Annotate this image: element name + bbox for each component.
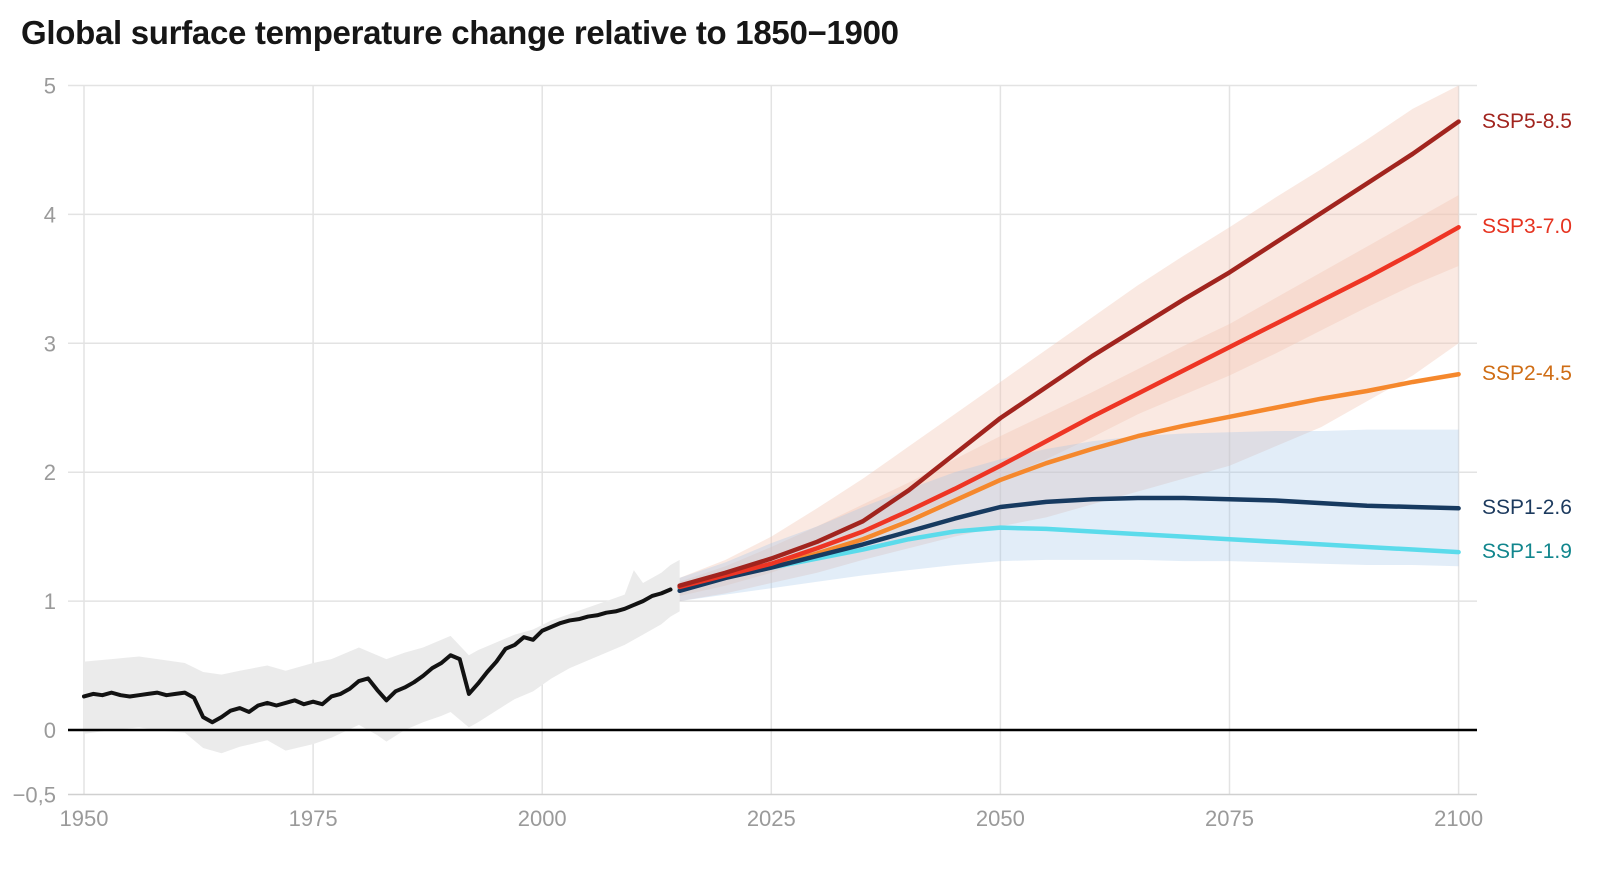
historical-line xyxy=(82,587,673,725)
scenario-line-ssp3-7.0 xyxy=(677,225,1461,590)
projection-band-ssp3-70-range xyxy=(679,195,1459,602)
legend-label-ssp3-7.0: SSP3-7.0 xyxy=(1482,215,1572,239)
scenario-line-ssp2-4.5 xyxy=(677,371,1461,591)
x-tick-label: 1975 xyxy=(289,806,338,831)
y-tick-label: 2 xyxy=(44,460,56,485)
x-tick-label: 2100 xyxy=(1434,806,1483,831)
historical-uncertainty-band xyxy=(84,559,680,754)
legend-label-ssp5-8.5: SSP5-8.5 xyxy=(1482,109,1572,133)
y-tick-label: 4 xyxy=(44,202,56,227)
scenario-line-ssp5-8.5 xyxy=(677,119,1461,588)
projection-band-ssp1-range xyxy=(679,429,1459,602)
y-tick-label: −0,5 xyxy=(13,782,56,807)
legend-label-ssp1-2.6: SSP1-2.6 xyxy=(1482,496,1572,520)
legend-label-ssp1-1.9: SSP1-1.9 xyxy=(1482,540,1572,564)
x-tick-label: 1950 xyxy=(60,806,109,831)
y-tick-label: 3 xyxy=(44,331,56,356)
y-tick-label: 5 xyxy=(44,74,56,99)
legend-label-ssp2-4.5: SSP2-4.5 xyxy=(1482,362,1572,386)
y-tick-label: 1 xyxy=(44,589,56,614)
x-tick-label: 2025 xyxy=(747,806,796,831)
x-tick-label: 2000 xyxy=(518,806,567,831)
scenario-line-ssp1-2.6 xyxy=(677,495,1461,594)
x-tick-label: 2075 xyxy=(1205,806,1254,831)
projection-band-ssp5-85-range xyxy=(679,85,1459,596)
y-tick-label: 0 xyxy=(44,718,56,743)
chart-title: Global surface temperature change relati… xyxy=(21,14,899,51)
x-tick-label: 2050 xyxy=(976,806,1025,831)
